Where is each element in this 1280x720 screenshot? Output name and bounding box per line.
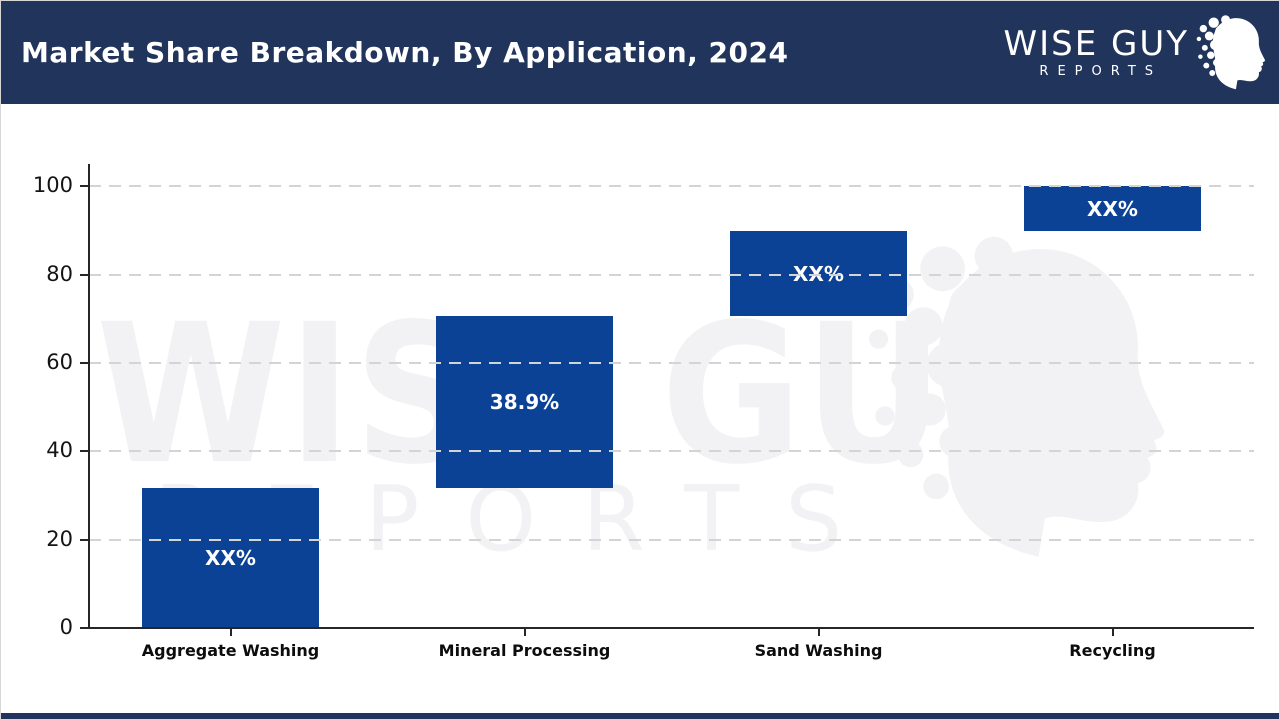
y-tick-label-80: 80: [46, 261, 73, 286]
gridline-100: [89, 185, 1254, 188]
x-tick-3: [1111, 629, 1114, 636]
y-tick-0: [80, 627, 88, 629]
gridline-20: [89, 538, 1254, 541]
bar-value-label: 38.9%: [489, 390, 560, 415]
y-tick-100: [80, 185, 88, 188]
y-tick-label-100: 100: [32, 173, 73, 198]
wise-guy-logo: WISE GUY REPORTS: [1003, 11, 1267, 95]
bar-value-label: XX%: [1087, 196, 1138, 221]
bar-mineral-processing: 38.9%: [436, 316, 613, 488]
footer-bar: [1, 713, 1279, 719]
x-tick-label-2: Sand Washing: [754, 641, 883, 660]
gridline-40: [89, 450, 1254, 453]
y-tick-label-0: 0: [59, 615, 73, 639]
gridline-60: [89, 361, 1254, 364]
bar-value-label: XX%: [205, 545, 256, 570]
x-tick-label-3: Recycling: [1069, 641, 1156, 660]
bar-recycling: XX%: [1024, 186, 1201, 231]
x-tick-2: [817, 629, 820, 636]
y-tick-40: [80, 450, 88, 453]
logo-subtitle: REPORTS: [1039, 63, 1163, 79]
x-tick-label-1: Mineral Processing: [438, 641, 611, 660]
bar-aggregate-washing: XX%: [142, 487, 319, 628]
y-tick-80: [80, 273, 88, 276]
header: Market Share Breakdown, By Application, …: [1, 1, 1279, 104]
logo-wordmark: WISE GUY: [1003, 23, 1189, 64]
x-tick-0: [229, 629, 232, 636]
gridline-80: [89, 273, 1254, 276]
bar-value-label: XX%: [793, 261, 844, 286]
logo-head-icon: [1196, 14, 1265, 89]
x-tick-1: [523, 629, 526, 636]
y-axis-spine: [88, 164, 90, 629]
y-tick-label-40: 40: [46, 438, 73, 463]
chart-area: WISE GUY REPORTS 0 20 40 60 80 100 XX% 38.9% XX%…: [1, 104, 1279, 713]
logo-text: WISE GUY REPORTS: [1003, 27, 1189, 79]
x-axis-spine: [88, 627, 1254, 629]
y-tick-20: [80, 538, 88, 541]
y-tick-label-20: 20: [46, 526, 73, 551]
x-tick-label-0: Aggregate Washing: [141, 641, 320, 660]
y-tick-label-60: 60: [46, 349, 73, 374]
bar-sand-washing: XX%: [730, 230, 907, 317]
page-title: Market Share Breakdown, By Application, …: [21, 36, 789, 69]
y-tick-60: [80, 361, 88, 364]
